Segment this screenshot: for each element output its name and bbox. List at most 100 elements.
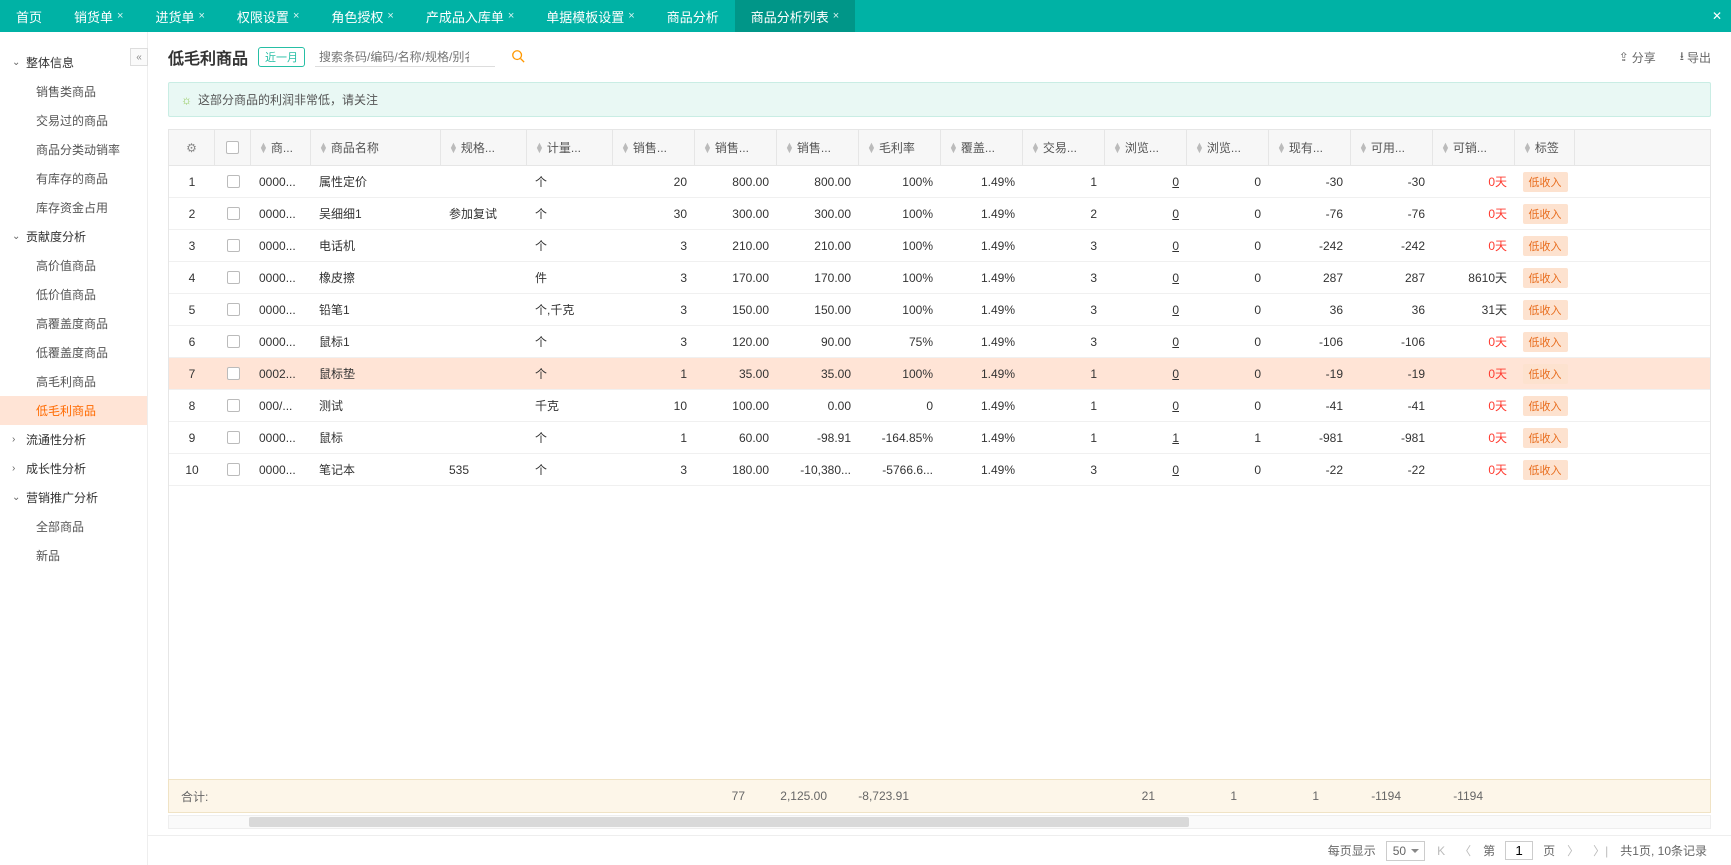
select-all-column[interactable]	[215, 130, 251, 165]
close-icon[interactable]: ×	[628, 10, 634, 22]
column-header[interactable]: ▲▼销售...	[613, 130, 695, 165]
column-header[interactable]: ▲▼计量...	[527, 130, 613, 165]
sidebar: « ⌄整体信息销售类商品交易过的商品商品分类动销率有库存的商品库存资金占用⌄贡献…	[0, 32, 148, 865]
close-icon[interactable]: ×	[833, 10, 839, 22]
top-tab[interactable]: 进货单×	[139, 0, 220, 32]
top-tab[interactable]: 商品分析列表×	[735, 0, 855, 32]
row-number: 4	[169, 262, 215, 293]
sidebar-item[interactable]: 有库存的商品	[0, 164, 147, 193]
top-tab[interactable]: 权限设置×	[221, 0, 315, 32]
settings-column[interactable]: ⚙	[169, 130, 215, 165]
pager-next[interactable]: 〉	[1565, 842, 1581, 859]
table-row[interactable]: 30000...电话机个3210.00210.00100%1.49%300-24…	[169, 230, 1710, 262]
table-row[interactable]: 40000...橡皮擦件3170.00170.00100%1.49%300287…	[169, 262, 1710, 294]
cell-days: 8610天	[1433, 262, 1515, 293]
row-checkbox-cell	[215, 390, 251, 421]
cell-v2: 0	[1187, 166, 1269, 197]
checkbox[interactable]	[226, 141, 239, 154]
column-header[interactable]: ▲▼商品名称	[311, 130, 441, 165]
pager-prev[interactable]: 〈	[1457, 842, 1473, 859]
per-page-select[interactable]: 50	[1386, 841, 1425, 861]
sidebar-item[interactable]: 高价值商品	[0, 251, 147, 280]
pager-last[interactable]: 〉|	[1591, 842, 1610, 859]
close-icon[interactable]: ×	[508, 10, 514, 22]
search-icon[interactable]	[511, 49, 525, 66]
sidebar-item[interactable]: 销售类商品	[0, 77, 147, 106]
column-header[interactable]: ▲▼可销...	[1433, 130, 1515, 165]
column-header[interactable]: ▲▼覆盖...	[941, 130, 1023, 165]
close-all-tabs[interactable]: ✕	[1703, 0, 1731, 32]
table-row[interactable]: 90000...鼠标个160.00-98.91-164.85%1.49%111-…	[169, 422, 1710, 454]
sidebar-item[interactable]: 新品	[0, 541, 147, 570]
top-tab[interactable]: 首页	[0, 0, 58, 32]
tag-badge: 低收入	[1523, 236, 1568, 256]
table-row[interactable]: 10000...属性定价个20800.00800.00100%1.49%100-…	[169, 166, 1710, 198]
column-header[interactable]: ▲▼毛利率	[859, 130, 941, 165]
checkbox[interactable]	[227, 367, 240, 380]
horizontal-scrollbar[interactable]	[168, 815, 1711, 829]
tag-badge: 低收入	[1523, 172, 1568, 192]
close-icon[interactable]: ×	[387, 10, 393, 22]
sidebar-item[interactable]: 全部商品	[0, 512, 147, 541]
cell-spec	[441, 262, 527, 293]
sidebar-item[interactable]: 低毛利商品	[0, 396, 147, 425]
column-header[interactable]: ▲▼浏览...	[1105, 130, 1187, 165]
scrollbar-thumb[interactable]	[249, 817, 1189, 827]
column-header[interactable]: ▲▼商...	[251, 130, 311, 165]
sidebar-group[interactable]: ⌄贡献度分析	[0, 222, 147, 251]
sidebar-group[interactable]: ⌄营销推广分析	[0, 483, 147, 512]
checkbox[interactable]	[227, 271, 240, 284]
top-tab[interactable]: 商品分析	[651, 0, 735, 32]
collapse-sidebar[interactable]: «	[130, 48, 148, 66]
cell-amt2: 170.00	[777, 262, 859, 293]
sidebar-group[interactable]: ›流通性分析	[0, 425, 147, 454]
column-header[interactable]: ▲▼现有...	[1269, 130, 1351, 165]
checkbox[interactable]	[227, 399, 240, 412]
pager-page-input[interactable]	[1505, 841, 1533, 860]
sidebar-item[interactable]: 低价值商品	[0, 280, 147, 309]
table-row[interactable]: 70002...鼠标垫个135.0035.00100%1.49%100-19-1…	[169, 358, 1710, 390]
close-icon[interactable]: ×	[293, 10, 299, 22]
cell-name: 笔记本	[311, 454, 441, 485]
top-tab[interactable]: 销货单×	[58, 0, 139, 32]
checkbox[interactable]	[227, 239, 240, 252]
sidebar-item[interactable]: 商品分类动销率	[0, 135, 147, 164]
checkbox[interactable]	[227, 303, 240, 316]
sidebar-item[interactable]: 库存资金占用	[0, 193, 147, 222]
sidebar-item[interactable]: 高覆盖度商品	[0, 309, 147, 338]
column-header[interactable]: ▲▼销售...	[695, 130, 777, 165]
table-row[interactable]: 100000...笔记本535个3180.00-10,380...-5766.6…	[169, 454, 1710, 486]
close-icon[interactable]: ×	[198, 10, 204, 22]
top-tab[interactable]: 角色授权×	[315, 0, 409, 32]
checkbox[interactable]	[227, 335, 240, 348]
pager-first[interactable]: K	[1435, 844, 1447, 858]
column-header[interactable]: ▲▼浏览...	[1187, 130, 1269, 165]
sidebar-group[interactable]: ›成长性分析	[0, 454, 147, 483]
search-input[interactable]	[319, 50, 469, 64]
period-badge[interactable]: 近一月	[258, 47, 305, 67]
sidebar-item[interactable]: 交易过的商品	[0, 106, 147, 135]
sidebar-item[interactable]: 低覆盖度商品	[0, 338, 147, 367]
close-icon[interactable]: ×	[117, 10, 123, 22]
share-button[interactable]: ⇪分享	[1619, 49, 1656, 66]
checkbox[interactable]	[227, 431, 240, 444]
table-row[interactable]: 20000...吴细细1参加复试个30300.00300.00100%1.49%…	[169, 198, 1710, 230]
sidebar-group[interactable]: ⌄整体信息	[0, 48, 147, 77]
table-row[interactable]: 8000/...测试千克10100.000.0001.49%100-41-410…	[169, 390, 1710, 422]
column-header[interactable]: ▲▼销售...	[777, 130, 859, 165]
sidebar-item[interactable]: 高毛利商品	[0, 367, 147, 396]
checkbox[interactable]	[227, 463, 240, 476]
table-row[interactable]: 50000...铅笔1个,千克3150.00150.00100%1.49%300…	[169, 294, 1710, 326]
export-button[interactable]: ⭳导出	[1680, 47, 1711, 68]
top-tab[interactable]: 产成品入库单×	[410, 0, 530, 32]
top-tab[interactable]: 单据模板设置×	[530, 0, 650, 32]
column-header[interactable]: ▲▼可用...	[1351, 130, 1433, 165]
column-header[interactable]: ▲▼标签	[1515, 130, 1575, 165]
row-number: 6	[169, 326, 215, 357]
checkbox[interactable]	[227, 207, 240, 220]
cell-days: 0天	[1433, 198, 1515, 229]
table-row[interactable]: 60000...鼠标1个3120.0090.0075%1.49%300-106-…	[169, 326, 1710, 358]
column-header[interactable]: ▲▼规格...	[441, 130, 527, 165]
checkbox[interactable]	[227, 175, 240, 188]
column-header[interactable]: ▲▼交易...	[1023, 130, 1105, 165]
